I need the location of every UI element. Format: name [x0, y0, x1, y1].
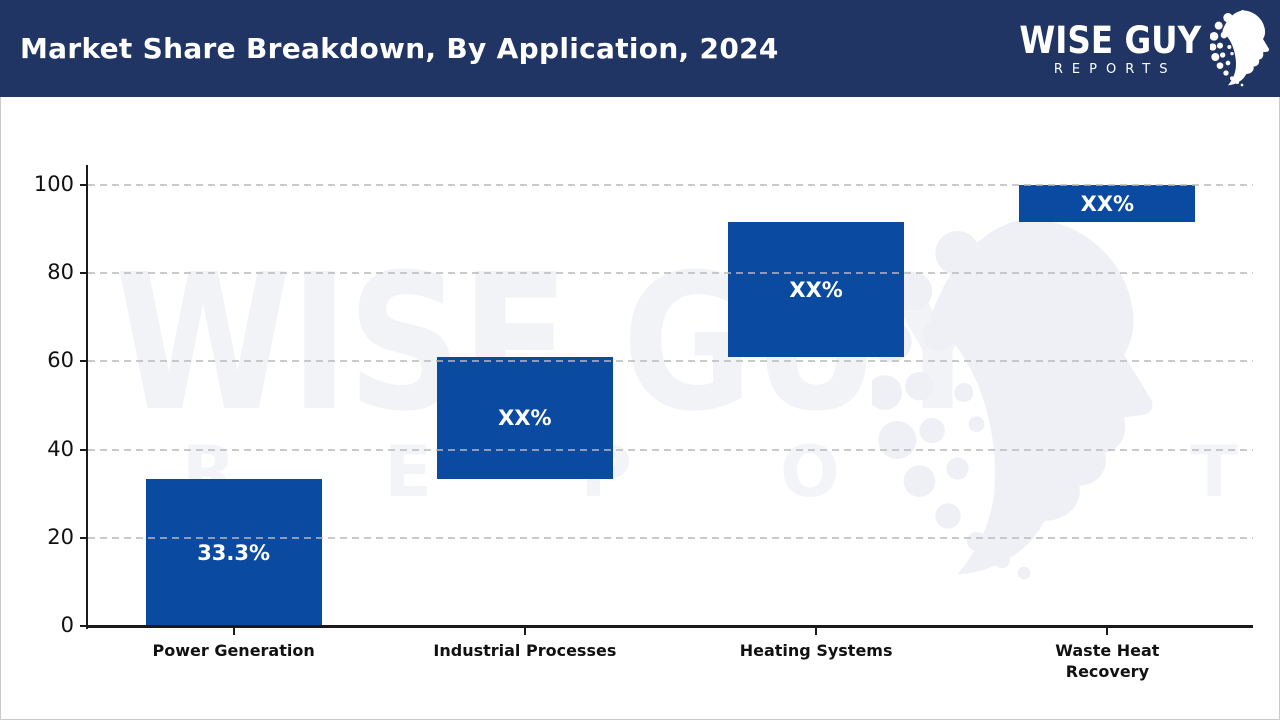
bar-value-label: 33.3% — [197, 540, 271, 565]
y-tick-mark — [80, 272, 86, 275]
y-axis-line — [86, 165, 88, 629]
gridline-40 — [88, 448, 1253, 451]
x-tick-mark — [523, 628, 526, 635]
x-category-label-heating-systems: Heating Systems — [739, 641, 893, 660]
y-tick-mark — [80, 360, 86, 363]
page-title: Market Share Breakdown, By Application, … — [20, 32, 779, 65]
bar-power-generation: 33.3% — [145, 479, 322, 626]
dotted-head-logo-icon — [1210, 8, 1270, 90]
x-category-label-industrial-processes: Industrial Processes — [433, 641, 617, 660]
x-category-label-waste-heat-recovery: Waste Heat Recovery — [1055, 641, 1160, 681]
x-tick-mark — [815, 628, 818, 635]
gridline-60 — [88, 360, 1253, 363]
brand-logo: WISE GUY REPORTS — [1007, 6, 1270, 92]
y-tick-label: 40 — [47, 436, 74, 461]
brand-name: WISE GUY — [1019, 18, 1202, 62]
gridline-80 — [88, 272, 1253, 275]
gridline-100 — [88, 184, 1253, 186]
bar-heating-systems: XX% — [728, 222, 905, 357]
x-tick-mark — [232, 628, 235, 635]
y-tick-mark — [80, 448, 86, 451]
y-tick-label: 0 — [60, 613, 74, 637]
y-tick-label: 80 — [47, 260, 74, 285]
y-tick-label: 100 — [33, 172, 74, 196]
x-axis-line — [86, 625, 1253, 628]
y-tick-mark — [80, 536, 86, 539]
bar-value-label: XX% — [498, 406, 552, 431]
y-tick-label: 60 — [47, 348, 74, 373]
y-tick-mark — [80, 184, 86, 186]
bar-value-label: XX% — [1080, 191, 1135, 216]
bar-waste-heat-recovery: XX% — [1019, 185, 1196, 223]
y-tick-label: 20 — [47, 524, 74, 549]
brand-logo-text: WISE GUY REPORTS — [1007, 22, 1214, 77]
x-category-label-power-generation: Power Generation — [152, 641, 315, 660]
gridline-20 — [88, 536, 1253, 539]
brand-subtitle: REPORTS — [1053, 61, 1177, 77]
y-tick-mark — [80, 625, 86, 627]
bar-industrial-processes: XX% — [436, 356, 613, 480]
header-bar: Market Share Breakdown, By Application, … — [0, 0, 1280, 97]
bar-value-label: XX% — [789, 277, 843, 302]
x-tick-mark — [1106, 628, 1109, 635]
